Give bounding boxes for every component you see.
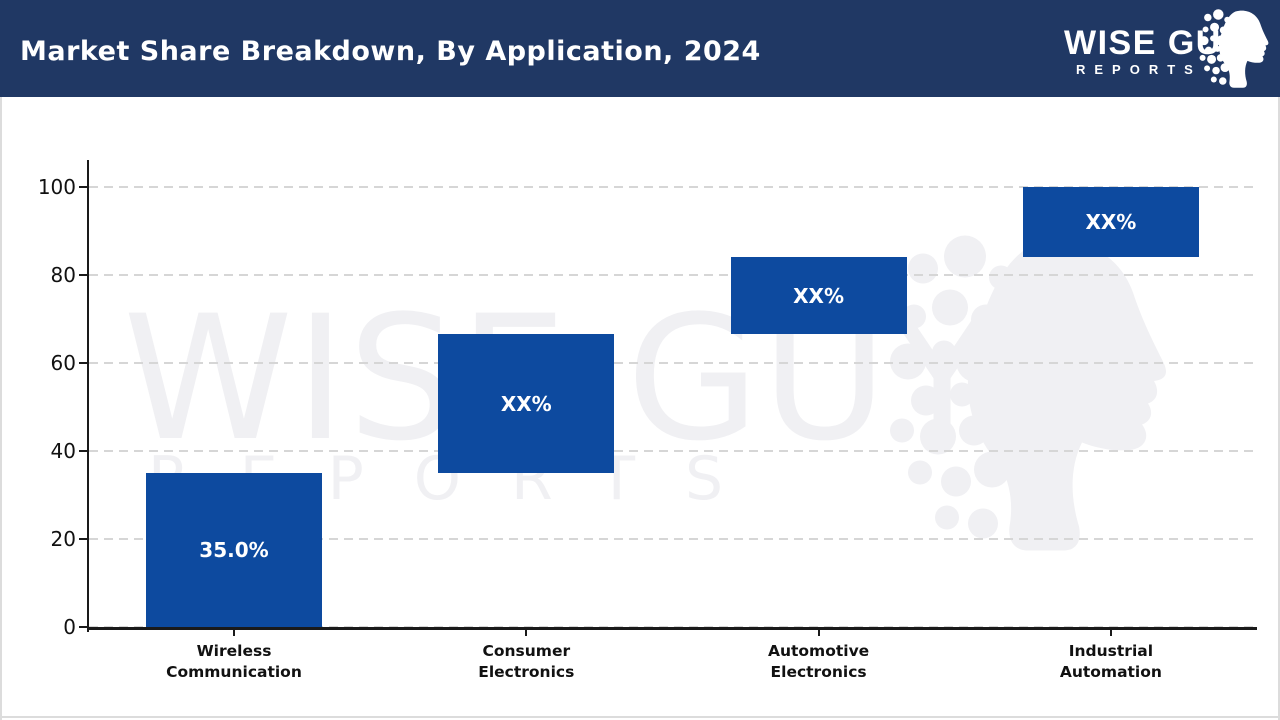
y-tick-mark	[79, 538, 87, 540]
chart-canvas: WISE GUY REPORTS 0 20 40 60 80 100 35.0% XX% XX%…	[0, 97, 1280, 720]
bar-segment: XX%	[730, 257, 907, 335]
y-tick-mark	[79, 362, 87, 364]
bar-value-label: XX%	[1085, 210, 1137, 235]
bar-segment: XX%	[438, 334, 615, 473]
y-tick-label: 100	[37, 175, 76, 199]
gridline	[89, 538, 1256, 540]
y-tick-mark	[79, 274, 87, 276]
frame-left-edge	[0, 97, 2, 720]
bar-segment: XX%	[1022, 187, 1199, 258]
header-banner: Market Share Breakdown, By Application, …	[0, 0, 1280, 97]
gridline	[89, 274, 1256, 276]
page-title: Market Share Breakdown, By Application, …	[20, 36, 761, 67]
y-tick-mark	[79, 450, 87, 452]
frame-right-edge	[1278, 97, 1280, 720]
frame-bottom-edge	[0, 716, 1280, 718]
x-axis-spine	[87, 627, 1257, 630]
y-tick-label: 80	[50, 263, 76, 287]
bar-value-label: XX%	[500, 391, 552, 416]
y-tick-label: 0	[63, 615, 76, 639]
wise-guy-logo: WISE GUY REPORTS	[1024, 0, 1274, 97]
x-category-label: Consumer Electronics	[478, 642, 575, 681]
x-tick-mark	[1109, 629, 1112, 636]
bar-segment: 35.0%	[146, 473, 322, 627]
y-tick-label: 60	[50, 351, 76, 375]
gridline	[89, 186, 1256, 188]
y-tick-label: 40	[50, 439, 76, 463]
logo-subtext: REPORTS	[1076, 62, 1202, 77]
watermark-face-icon	[890, 235, 1166, 551]
gridline	[89, 450, 1256, 452]
gridline	[89, 362, 1256, 364]
x-category-label: Wireless Communication	[166, 642, 302, 681]
x-tick-mark	[817, 629, 820, 636]
y-tick-mark	[79, 186, 87, 188]
face-profile-icon	[1199, 9, 1269, 88]
bar-value-label: XX%	[793, 283, 845, 308]
y-tick-label: 20	[50, 527, 76, 551]
x-tick-mark	[233, 629, 235, 636]
x-category-label: Industrial Automation	[1059, 642, 1162, 681]
bar-value-label: 35.0%	[199, 538, 269, 562]
x-category-label: Automotive Electronics	[767, 642, 870, 681]
x-tick-mark	[525, 629, 528, 636]
y-tick-mark	[79, 626, 87, 628]
y-axis-spine	[87, 160, 89, 632]
